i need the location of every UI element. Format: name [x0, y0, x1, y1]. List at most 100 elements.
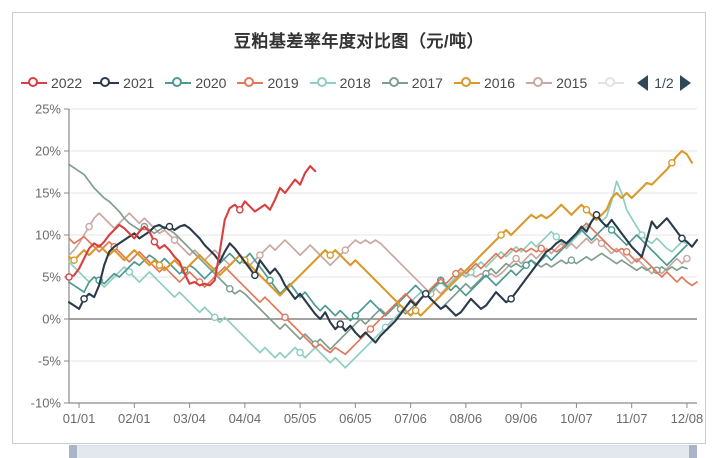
legend-item-label: 2019: [267, 75, 299, 91]
series-point-2021: [678, 234, 686, 243]
legend-marker-icon: [237, 76, 264, 90]
plot-area: -10% -5% 0% 5% 10% 15% 20% 25% 01/01 02/01 03/04 04…: [13, 13, 707, 445]
series-point-2016: [582, 205, 591, 214]
x-axis-tick-label: 08/06: [450, 411, 483, 426]
y-axis-tick-label: -5%: [38, 354, 62, 369]
series-point-2015: [341, 246, 350, 254]
series-point-2019: [366, 325, 375, 333]
x-axis-tick-label: 09/06: [505, 411, 538, 426]
legend-item-2019[interactable]: 2019: [237, 75, 299, 91]
x-axis-tick-label: 07/06: [394, 411, 427, 426]
series-point-2018: [637, 231, 646, 239]
legend-item-label: 2022: [51, 75, 83, 91]
datazoom-right-handle[interactable]: [689, 445, 697, 458]
datazoom-track[interactable]: [69, 445, 697, 458]
legend-item-2022[interactable]: 2022: [21, 75, 82, 91]
legend: 2022 2021 2020 2019 2018 2017 2016 2015 1/2: [21, 71, 697, 95]
legend-item-label: 2016: [483, 75, 516, 91]
legend-item-2016[interactable]: 2016: [453, 75, 516, 91]
series-point-2017: [653, 266, 661, 275]
legend-pager: 1/2: [637, 75, 691, 91]
legend-marker-icon: [381, 76, 408, 90]
triangle-left-icon[interactable]: [637, 75, 649, 91]
datazoom-slider[interactable]: [69, 445, 697, 458]
line-chart-svg: -10% -5% 0% 5% 10% 15% 20% 25% 01/01 02/01 03/04 04…: [31, 102, 704, 427]
legend-item-2015[interactable]: 2015: [526, 75, 587, 91]
y-axis-tick-label: 25%: [35, 102, 61, 117]
series-line-2021: [67, 213, 699, 344]
series-point-2015: [597, 239, 606, 248]
series-point-2021: [336, 320, 345, 328]
legend-marker-icon: [93, 76, 120, 90]
legend-item-label: 2020: [195, 75, 227, 91]
series-point-2017: [482, 269, 490, 278]
legend-marker-icon: [526, 76, 553, 90]
series-point-2019: [452, 269, 460, 278]
legend-marker-icon: [165, 76, 192, 90]
y-axis-tick-label: 15%: [35, 186, 61, 201]
series-point-2016: [326, 251, 335, 259]
legend-marker-icon: [453, 76, 480, 90]
series-point-2016: [411, 306, 420, 315]
series-point-2019: [537, 244, 546, 253]
x-axis-tick-label: 12/08: [671, 411, 704, 426]
series-line-2022: [67, 165, 317, 287]
legend-item-2020[interactable]: 2020: [165, 75, 226, 91]
series-point-2021: [165, 222, 174, 231]
series-point-2020: [436, 276, 445, 285]
legend-pager-text: 1/2: [654, 75, 674, 91]
legend-item-label: 2015: [556, 75, 588, 91]
legend-item-2021[interactable]: 2021: [93, 75, 154, 91]
y-axis-tick-label: 20%: [35, 144, 61, 159]
series-point-2022: [236, 205, 244, 214]
legend-item-label: 2021: [123, 75, 155, 91]
page-title: 豆粕基差率年度对比图（元/吨）: [233, 32, 485, 51]
x-axis-tick-label: 03/04: [173, 411, 206, 426]
series-point-2021: [421, 289, 430, 298]
series-point-2017: [567, 256, 576, 264]
series-point-2015: [85, 222, 93, 231]
series-point-2021: [251, 271, 259, 280]
series-point-2016: [155, 261, 164, 270]
legend-item-2017[interactable]: 2017: [381, 75, 443, 91]
x-axis-tick-label: 01/01: [63, 411, 96, 426]
series-point-2015: [683, 254, 691, 263]
series-point-2015: [256, 251, 264, 259]
series-point-2021: [507, 295, 515, 303]
series-point-2016: [70, 256, 78, 264]
datazoom-left-handle[interactable]: [69, 445, 77, 458]
series-point-2019: [622, 247, 631, 256]
chart-panel: 豆粕基差率年度对比图（元/吨） 2022 2021 2020 2019 2018 2017…: [12, 12, 707, 458]
legend-item-label: 2018: [339, 75, 371, 91]
series-point-2020: [266, 276, 274, 285]
x-axis-tick-label: 10/07: [560, 411, 593, 426]
x-axis-tick-label: 11/07: [616, 411, 648, 426]
series-point-2015: [170, 236, 179, 244]
y-axis-tick-label: 10%: [35, 228, 61, 243]
series-point-2017: [225, 284, 234, 293]
x-axis-tick-label: 06/05: [339, 411, 372, 426]
legend-marker-icon: [21, 76, 47, 90]
series-point-2021: [592, 211, 601, 219]
series-point-2020: [351, 311, 360, 320]
triangle-right-icon[interactable]: [679, 75, 691, 91]
legend-marker-icon: [598, 76, 625, 90]
series-point-2018: [296, 348, 304, 357]
series-point-2022: [150, 237, 159, 246]
series-line-2017: [68, 163, 688, 351]
series-point-2019: [281, 313, 289, 322]
y-axis-tick-label: -10%: [31, 396, 62, 411]
series-point-2018: [210, 313, 219, 322]
series-point-2018: [125, 268, 134, 276]
y-axis-tick-label: 0%: [42, 312, 61, 327]
series-line-2020: [68, 224, 688, 322]
y-axis-tick-label: 5%: [42, 270, 61, 285]
series-point-2015: [512, 254, 520, 263]
legend-item-2018[interactable]: 2018: [309, 75, 371, 91]
legend-marker-icon: [309, 76, 336, 90]
legend-item-more[interactable]: [598, 76, 625, 90]
series-point-2022: [65, 273, 73, 281]
x-axis-tick-label: 04/04: [229, 411, 262, 426]
x-axis-tick-label: 02/01: [118, 411, 151, 426]
